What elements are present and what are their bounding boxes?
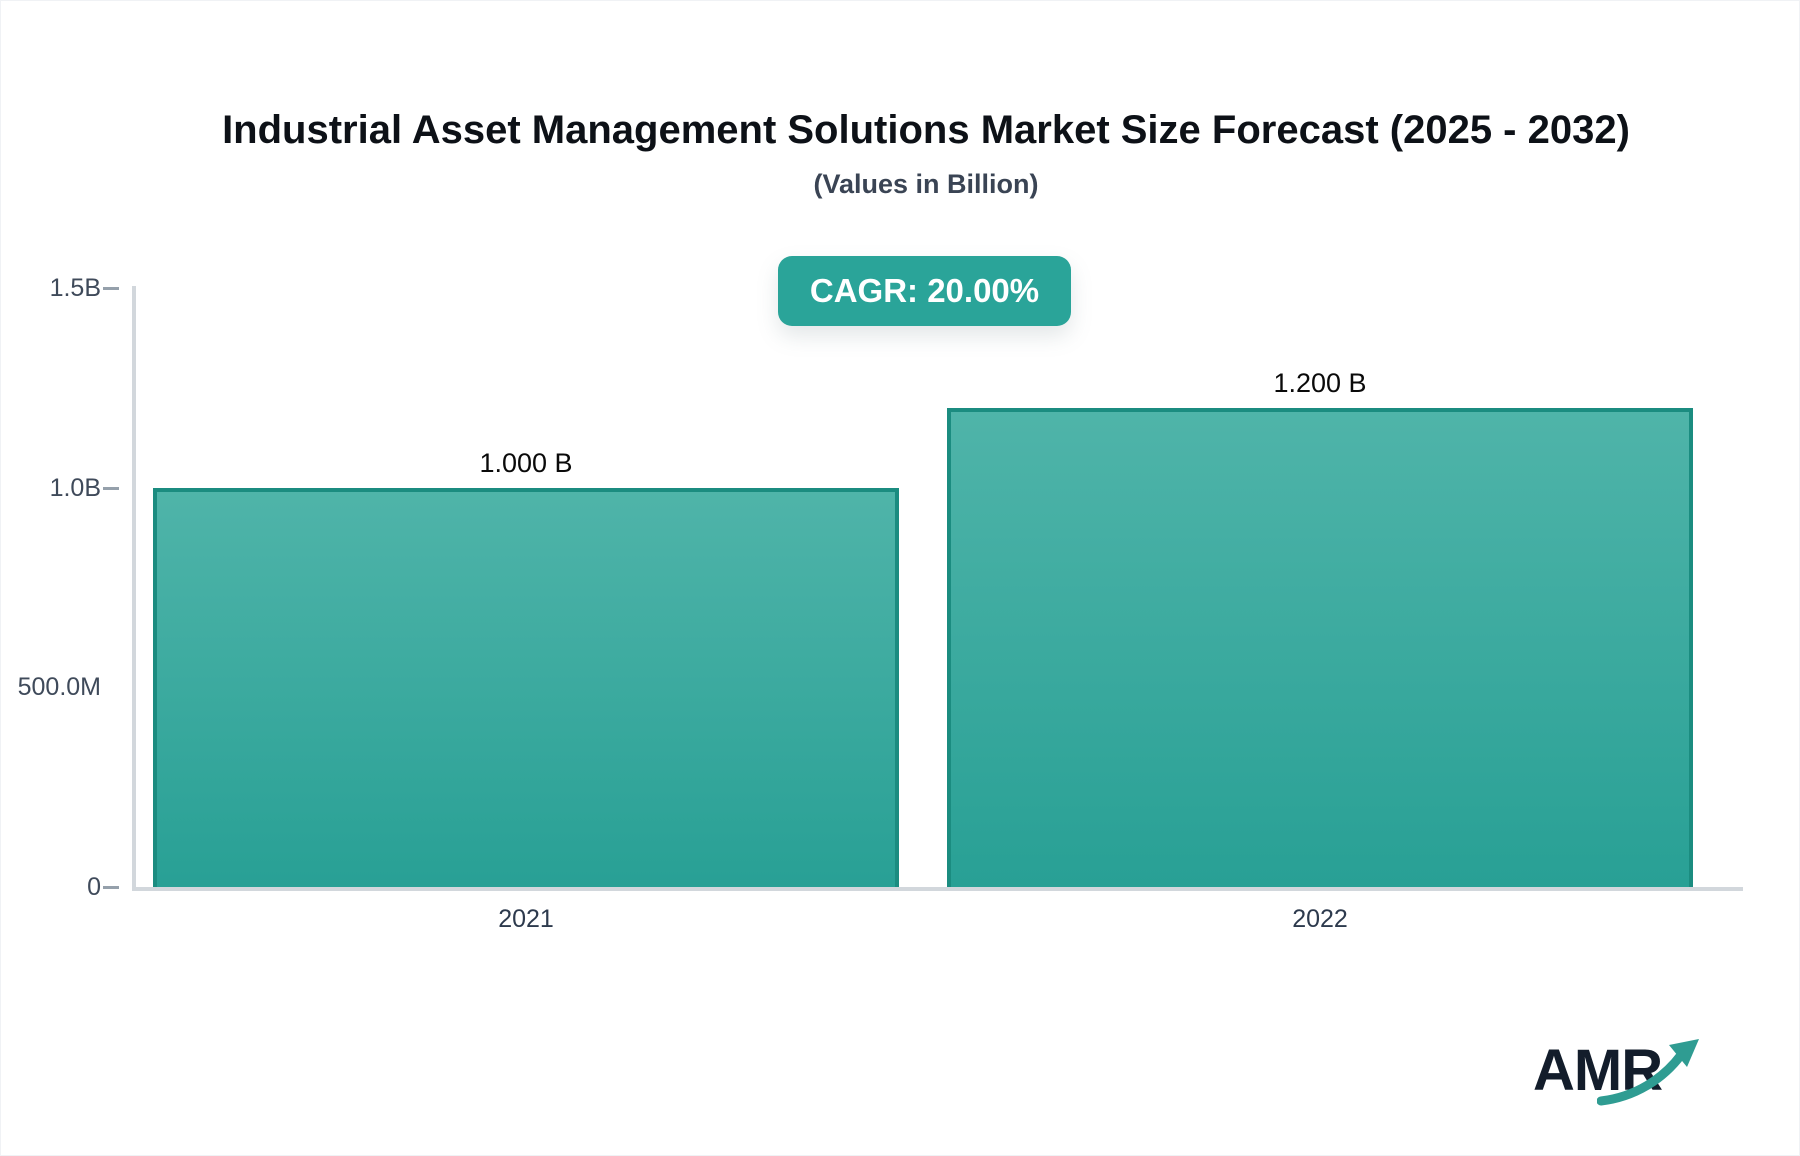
bar-2021[interactable]	[153, 488, 899, 887]
x-axis-line	[132, 887, 1743, 891]
y-tick-dash	[103, 486, 119, 490]
trend-up-arrow-icon	[1597, 1039, 1699, 1106]
chart-subtitle: (Values in Billion)	[813, 169, 1039, 199]
cagr-badge: CAGR: 20.00%	[778, 256, 1071, 326]
x-axis-label: 2022	[1292, 905, 1348, 933]
bar-value-label: 1.200 B	[1273, 368, 1367, 398]
y-tick-dash	[103, 886, 119, 889]
bar-2022[interactable]	[947, 408, 1693, 887]
bar-value-label: 1.000 B	[479, 448, 573, 478]
x-axis-label: 2021	[498, 905, 554, 933]
y-axis-line	[132, 286, 136, 891]
y-tick-dash	[103, 287, 119, 290]
y-tick-label: 1.5B	[49, 274, 101, 302]
y-tick-label: 1.0B	[49, 473, 101, 502]
cagr-badge-label: CAGR: 20.00%	[809, 272, 1040, 309]
y-tick-label: 500.0M	[17, 673, 101, 702]
y-tick-label: 0	[87, 873, 101, 901]
chart-title: Industrial Asset Management Solutions Ma…	[222, 108, 1630, 152]
amr-logo: AMR	[1533, 1031, 1723, 1116]
